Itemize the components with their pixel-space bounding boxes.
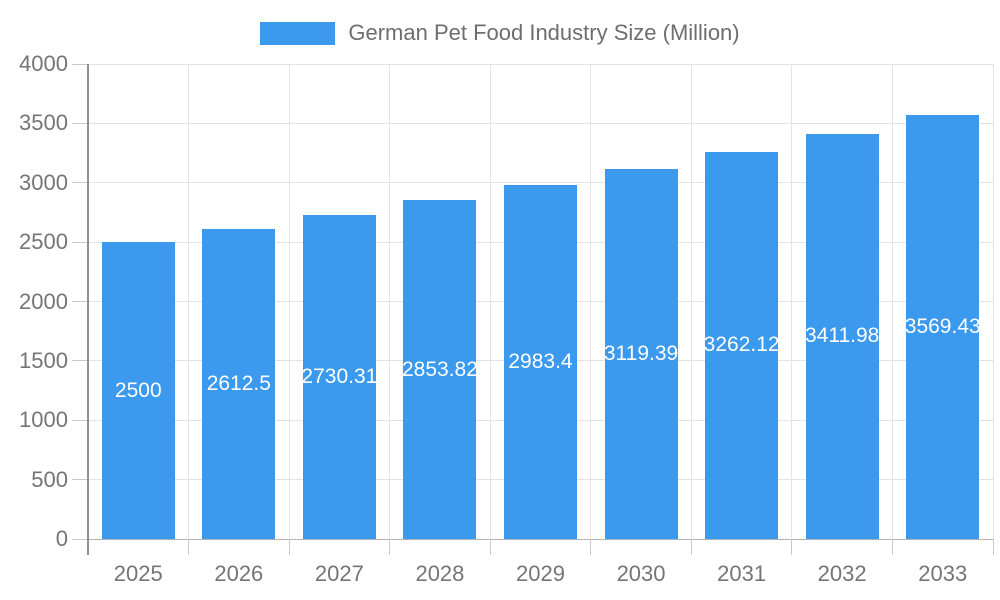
bar[interactable]: 2983.4 [504,184,577,539]
x-axis-label: 2029 [516,561,565,586]
v-gridline [489,64,491,539]
y-axis-label: 4000 [19,51,68,76]
x-axis-label: 2028 [415,561,465,586]
x-axis-tick [188,539,190,555]
y-axis-label: 1000 [19,407,68,433]
bar-value-label: 3262.12 [705,333,779,357]
bar[interactable]: 2500 [101,242,175,539]
y-axis-tick [72,63,88,65]
bar[interactable]: 3262.12 [705,151,779,539]
h-gridline [88,182,993,184]
y-axis-tick [72,360,88,362]
x-axis-tick [288,539,290,555]
x-axis-tick [791,539,793,555]
y-axis-tick [72,182,88,184]
x-axis-label: 2025 [113,561,163,586]
x-axis-tick [891,539,893,555]
v-gridline [288,64,290,539]
h-gridline [88,63,993,65]
x-axis-label: 2030 [616,561,666,586]
bar-value-label: 2983.4 [508,349,573,373]
bar-value-label: 2612.5 [206,371,271,395]
bar[interactable]: 3411.98 [805,133,879,539]
v-gridline [891,64,893,539]
x-axis-tick [690,539,692,555]
x-axis-label: 2027 [314,561,364,586]
y-axis-label: 2500 [19,229,68,255]
legend-label: German Pet Food Industry Size (Million) [348,20,740,45]
y-axis-label: 3500 [19,110,68,136]
x-axis-label: 2031 [717,561,767,586]
v-gridline [690,64,692,539]
bar-value-label: 3411.98 [805,324,879,348]
x-axis-label: 2032 [817,561,867,586]
bar[interactable]: 2612.5 [202,228,276,539]
x-axis-tick [489,539,491,555]
x-axis-tick [992,539,994,555]
bar-value-label: 2500 [114,378,162,402]
bar-value-label: 3569.43 [906,315,980,339]
bar[interactable]: 3119.39 [604,168,678,539]
x-axis-baseline [88,538,993,540]
y-axis-label: 500 [31,466,68,492]
y-axis-label: 2000 [19,288,68,314]
y-axis-label: 1500 [19,347,68,373]
bar-value-label: 2853.82 [403,357,477,381]
v-gridline [389,64,391,539]
v-gridline [590,64,592,539]
v-gridline [992,64,994,539]
y-axis-label: 0 [55,526,68,551]
bar[interactable]: 2730.31 [302,214,376,539]
legend: German Pet Food Industry Size (Million) [0,20,1000,46]
y-axis-tick [72,241,88,243]
x-axis-tick [389,539,391,555]
bar-value-label: 3119.39 [604,341,678,365]
y-axis-tick [72,419,88,421]
y-axis-tick [72,479,88,481]
y-axis-line [87,64,89,555]
bar[interactable]: 3569.43 [906,115,980,539]
v-gridline [791,64,793,539]
y-axis-tick [72,122,88,124]
h-gridline [88,122,993,124]
y-axis-label: 3000 [19,169,68,195]
bar-value-label: 2730.31 [302,364,376,388]
v-gridline [188,64,190,539]
x-axis-label: 2033 [918,561,968,586]
x-axis-label: 2026 [214,561,264,586]
x-axis-tick [590,539,592,555]
bar[interactable]: 2853.82 [403,200,477,539]
y-axis-tick [72,301,88,302]
legend-item[interactable]: German Pet Food Industry Size (Million) [260,20,740,46]
legend-swatch-icon [260,21,336,45]
y-axis-tick [72,538,88,540]
